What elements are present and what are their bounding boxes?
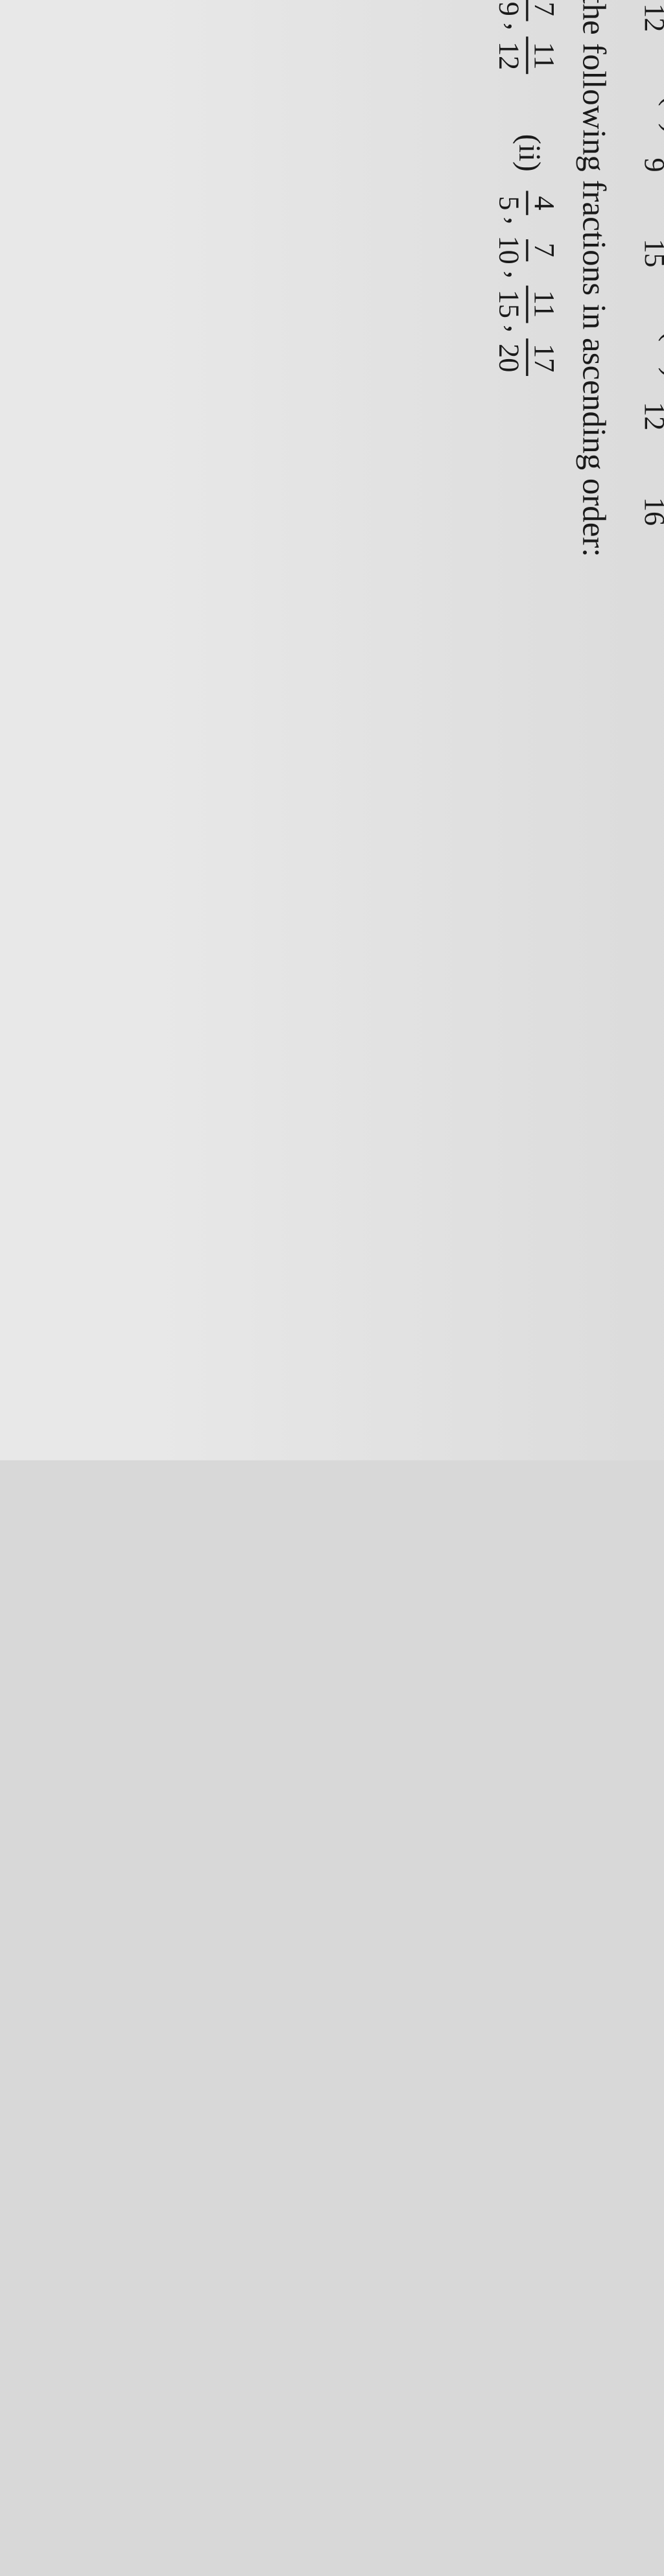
comma: , bbox=[495, 325, 533, 333]
question-2-text: Arrange the following fractions in ascen… bbox=[573, 0, 610, 557]
q1-sub-ii-expr: 5 9 and 11 15 bbox=[641, 151, 664, 274]
question-2-heading: 2. Arrange the following fractions in as… bbox=[573, 0, 610, 1460]
fraction: 7 9 bbox=[495, 0, 560, 21]
denominator: 15 bbox=[495, 285, 527, 323]
fraction: 4 5 bbox=[495, 192, 560, 215]
q2-sub-i: (i) 3 4 , 5 6 , 7 9 , bbox=[495, 0, 560, 76]
numerator: 7 bbox=[526, 0, 559, 21]
denominator: 10 bbox=[495, 231, 527, 269]
numerator: 4 bbox=[526, 192, 559, 215]
fraction: 5 9 bbox=[641, 154, 664, 177]
joiner-and: and bbox=[655, 183, 664, 228]
denominator: 20 bbox=[495, 339, 527, 377]
fraction: 11 15 bbox=[641, 235, 664, 272]
q1-sub-iii-expr: 11 12 and 15 16 bbox=[641, 395, 664, 533]
comma: , bbox=[495, 271, 533, 279]
joiner-and: and bbox=[655, 441, 664, 486]
q1-sub-i-expr: 5 8 and 7 12 bbox=[641, 0, 664, 39]
q1-sub-iii-label: (iii) bbox=[655, 331, 664, 377]
q1-sub-ii-label: (ii) bbox=[655, 96, 664, 134]
question-1: 1. Compare the fractions: (i) 5 8 and 7 bbox=[641, 0, 664, 1460]
q1-sub-i: (i) 5 8 and 7 12 bbox=[641, 0, 664, 39]
denominator: 12 bbox=[495, 37, 527, 75]
question-1-subparts: (i) 5 8 and 7 12 (ii) bbox=[641, 0, 664, 1460]
denominator: 9 bbox=[641, 154, 664, 177]
denominator: 9 bbox=[495, 0, 527, 21]
fraction: 11 12 bbox=[495, 37, 560, 75]
fraction: 7 12 bbox=[641, 0, 664, 36]
fraction: 15 16 bbox=[641, 493, 664, 530]
numerator: 7 bbox=[526, 239, 559, 262]
fraction: 7 10 bbox=[495, 231, 560, 269]
comma: , bbox=[495, 217, 533, 225]
fraction: 11 12 bbox=[641, 397, 664, 435]
comma: , bbox=[495, 23, 533, 30]
fraction: 11 15 bbox=[495, 285, 560, 323]
denominator: 16 bbox=[641, 493, 664, 530]
q2-sub-ii-label: (ii) bbox=[510, 134, 545, 172]
denominator: 12 bbox=[641, 0, 664, 36]
q1-sub-iii: (iii) 11 12 and 15 16 bbox=[641, 331, 664, 532]
q2-sub-ii-expr: 4 5 , 7 10 , 11 15 , 17 20 bbox=[495, 189, 560, 379]
q2-sub-i-expr: 3 4 , 5 6 , 7 9 , 11 12 bbox=[495, 0, 560, 76]
denominator: 12 bbox=[641, 397, 664, 435]
numerator: 11 bbox=[526, 38, 559, 74]
numerator: 17 bbox=[526, 339, 559, 377]
fraction: 17 20 bbox=[495, 339, 560, 377]
denominator: 15 bbox=[641, 235, 664, 272]
question-2-subparts: (i) 3 4 , 5 6 , 7 9 , bbox=[495, 0, 560, 1460]
q1-sub-ii: (ii) 5 9 and 11 15 bbox=[641, 96, 664, 274]
content: 1. Compare the fractions: (i) 5 8 and 7 bbox=[495, 0, 664, 1460]
page: 1. Compare the fractions: (i) 5 8 and 7 bbox=[0, 0, 664, 1460]
numerator: 11 bbox=[526, 286, 559, 322]
denominator: 5 bbox=[495, 192, 527, 215]
question-2: 2. Arrange the following fractions in as… bbox=[495, 0, 610, 1460]
q2-sub-ii: (ii) 4 5 , 7 10 , 11 15 , bbox=[495, 134, 560, 379]
